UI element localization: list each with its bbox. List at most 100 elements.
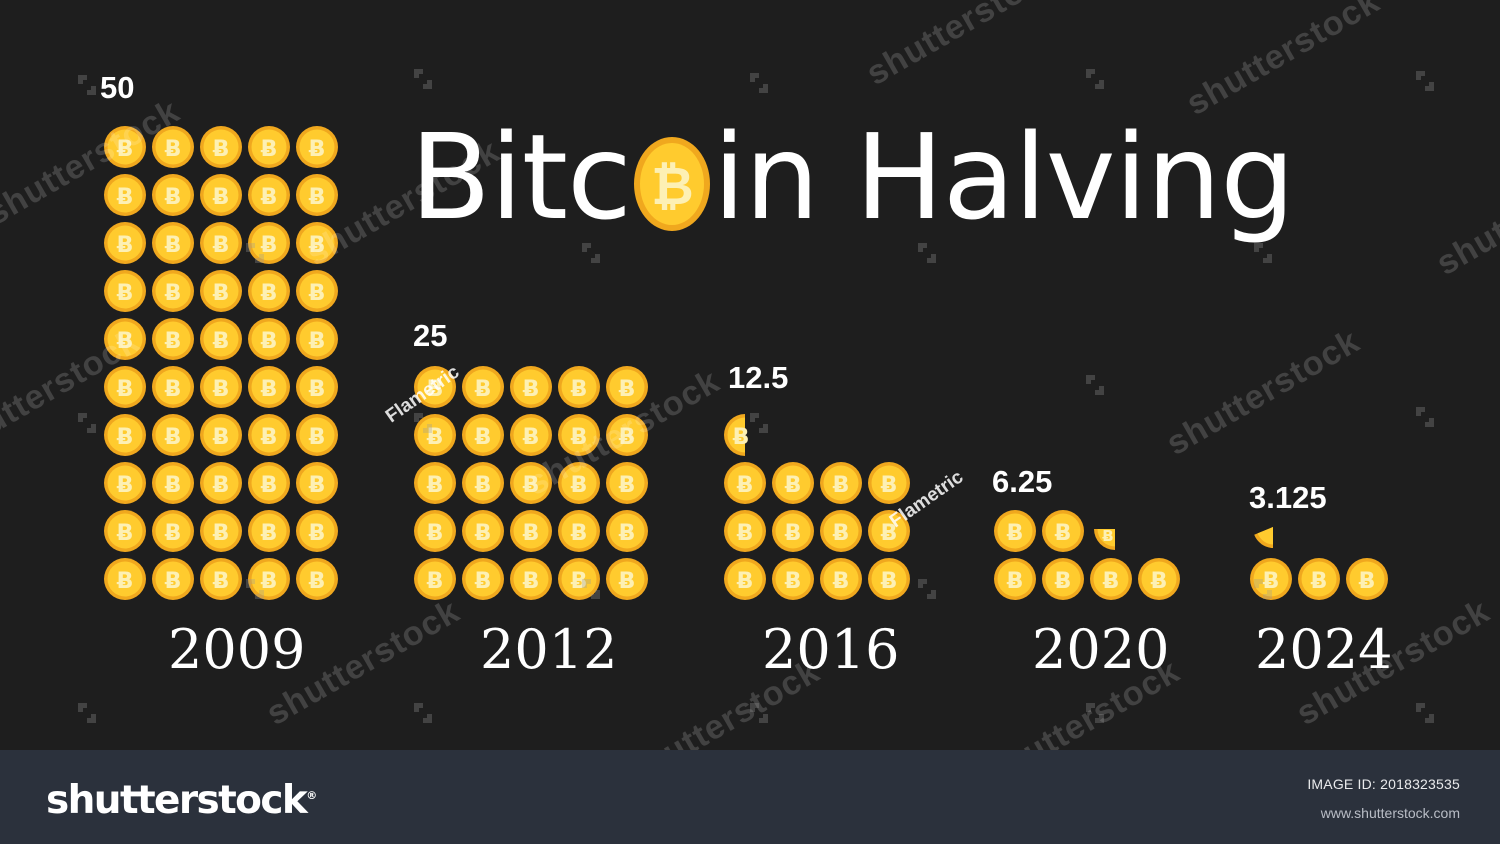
bitcoin-coin-icon: Ƀ (151, 509, 195, 553)
bitcoin-coin-icon: Ƀ (103, 413, 147, 457)
bitcoin-coin-icon: Ƀ (199, 557, 243, 601)
svg-text:Ƀ: Ƀ (165, 137, 182, 162)
bitcoin-coin-icon: Ƀ (557, 557, 601, 601)
registered-mark: ® (306, 789, 318, 802)
svg-text:Ƀ: Ƀ (619, 425, 636, 450)
bitcoin-coin-icon: Ƀ (247, 317, 291, 361)
bitcoin-coin-icon: Ƀ (1089, 557, 1133, 601)
year-label-2009: 2009 (168, 618, 306, 681)
bitcoin-coin-icon: Ƀ (199, 413, 243, 457)
svg-text:Ƀ: Ƀ (165, 233, 182, 258)
svg-text:Ƀ: Ƀ (571, 521, 588, 546)
bitcoin-coin-icon: Ƀ (413, 413, 457, 457)
shutterstock-s-icon (746, 700, 772, 726)
bitcoin-coin-icon: Ƀ (867, 557, 911, 601)
svg-text:Ƀ: Ƀ (309, 473, 326, 498)
shutterstock-s-icon (410, 700, 436, 726)
svg-text:Ƀ: Ƀ (165, 473, 182, 498)
reward-value-2020: 6.25 (992, 464, 1053, 499)
bitcoin-coin-icon: Ƀ (247, 557, 291, 601)
bitcoin-coin-icon: Ƀ (103, 461, 147, 505)
svg-text:Ƀ: Ƀ (261, 473, 278, 498)
svg-text:Ƀ: Ƀ (117, 185, 134, 210)
svg-text:Ƀ: Ƀ (165, 329, 182, 354)
svg-text:Ƀ: Ƀ (619, 377, 636, 402)
svg-text:Ƀ: Ƀ (165, 281, 182, 306)
svg-text:Ƀ: Ƀ (571, 569, 588, 594)
bitcoin-coin-icon: Ƀ (295, 413, 339, 457)
bitcoin-coin-icon: Ƀ (103, 173, 147, 217)
shutterstock-s-icon (1082, 700, 1108, 726)
bitcoin-coin-icon: Ƀ (295, 365, 339, 409)
shutterstock-s-icon (1412, 68, 1438, 94)
svg-text:Ƀ: Ƀ (833, 569, 850, 594)
svg-text:Ƀ: Ƀ (309, 185, 326, 210)
bitcoin-coin-icon: Ƀ (295, 125, 339, 169)
svg-text:Ƀ: Ƀ (165, 569, 182, 594)
bitcoin-coin-icon: Ƀ (199, 317, 243, 361)
title-after: in Halving (712, 108, 1295, 246)
svg-text:Ƀ: Ƀ (261, 281, 278, 306)
bitcoin-coin-icon: Ƀ (295, 317, 339, 361)
svg-text:Ƀ: Ƀ (213, 137, 230, 162)
svg-text:Ƀ: Ƀ (785, 473, 802, 498)
bitcoin-coin-icon: Ƀ (199, 125, 243, 169)
shutterstock-s-icon (1412, 404, 1438, 430)
svg-text:Ƀ: Ƀ (213, 233, 230, 258)
svg-text:Ƀ: Ƀ (309, 425, 326, 450)
svg-text:Ƀ: Ƀ (165, 185, 182, 210)
page-title: Bitc ₿ in Halving (410, 118, 1295, 250)
bitcoin-coin-icon: Ƀ (151, 461, 195, 505)
bitcoin-coin-icon: Ƀ (723, 461, 767, 505)
shutterstock-s-icon (914, 576, 940, 602)
svg-text:Ƀ: Ƀ (213, 281, 230, 306)
bitcoin-coin-icon: Ƀ (247, 269, 291, 313)
bitcoin-coin-icon: Ƀ (1041, 557, 1085, 601)
watermark-text: shutterstock (1180, 0, 1387, 123)
shutterstock-url: www.shutterstock.com (1320, 805, 1460, 821)
svg-text:Ƀ: Ƀ (571, 425, 588, 450)
bitcoin-coin-icon: Ƀ (867, 461, 911, 505)
svg-text:Ƀ: Ƀ (427, 521, 444, 546)
svg-text:Ƀ: Ƀ (261, 569, 278, 594)
svg-text:Ƀ: Ƀ (881, 521, 898, 546)
bitcoin-coin-icon: Ƀ (103, 317, 147, 361)
svg-text:Ƀ: Ƀ (785, 569, 802, 594)
svg-text:Ƀ: Ƀ (213, 329, 230, 354)
bitcoin-coin-icon: Ƀ (247, 365, 291, 409)
svg-text:Ƀ: Ƀ (309, 329, 326, 354)
svg-text:Ƀ: Ƀ (117, 329, 134, 354)
bitcoin-coin-icon: Ƀ (509, 365, 553, 409)
bitcoin-coin-icon: Ƀ (199, 173, 243, 217)
bitcoin-coin-icon: Ƀ (461, 557, 505, 601)
svg-text:₿: ₿ (651, 157, 692, 217)
bitcoin-coin-icon: Ƀ (295, 461, 339, 505)
svg-text:Ƀ: Ƀ (619, 569, 636, 594)
bitcoin-coin-icon: Ƀ (151, 317, 195, 361)
bitcoin-coin-icon: Ƀ (295, 509, 339, 553)
shutterstock-s-icon (1412, 700, 1438, 726)
svg-text:Ƀ: Ƀ (475, 521, 492, 546)
svg-text:Ƀ: Ƀ (523, 425, 540, 450)
svg-text:Ƀ: Ƀ (309, 233, 326, 258)
bitcoin-coin-icon: Ƀ (723, 557, 767, 601)
image-id: IMAGE ID: 2018323535 (1307, 776, 1460, 792)
svg-text:Ƀ: Ƀ (165, 521, 182, 546)
svg-text:Ƀ: Ƀ (261, 329, 278, 354)
svg-text:Ƀ: Ƀ (261, 185, 278, 210)
year-label-2012: 2012 (480, 618, 618, 681)
bitcoin-coin-icon: Ƀ (509, 557, 553, 601)
reward-value-2016: 12.5 (728, 360, 789, 395)
svg-text:Ƀ: Ƀ (1007, 569, 1024, 594)
bitcoin-coin-icon: Ƀ (557, 461, 601, 505)
svg-text:Ƀ: Ƀ (213, 521, 230, 546)
shutterstock-s-icon (74, 410, 100, 436)
bitcoin-coin-icon: Ƀ (509, 509, 553, 553)
bitcoin-coin-icon: Ƀ (199, 269, 243, 313)
shutterstock-logo: shutterstock® (46, 778, 317, 823)
bitcoin-coin-icon: Ƀ (461, 461, 505, 505)
svg-text:Ƀ: Ƀ (309, 281, 326, 306)
bitcoin-coin-icon: Ƀ (199, 509, 243, 553)
title-before: Bitc (410, 108, 632, 246)
bitcoin-coin-icon: Ƀ (509, 413, 553, 457)
